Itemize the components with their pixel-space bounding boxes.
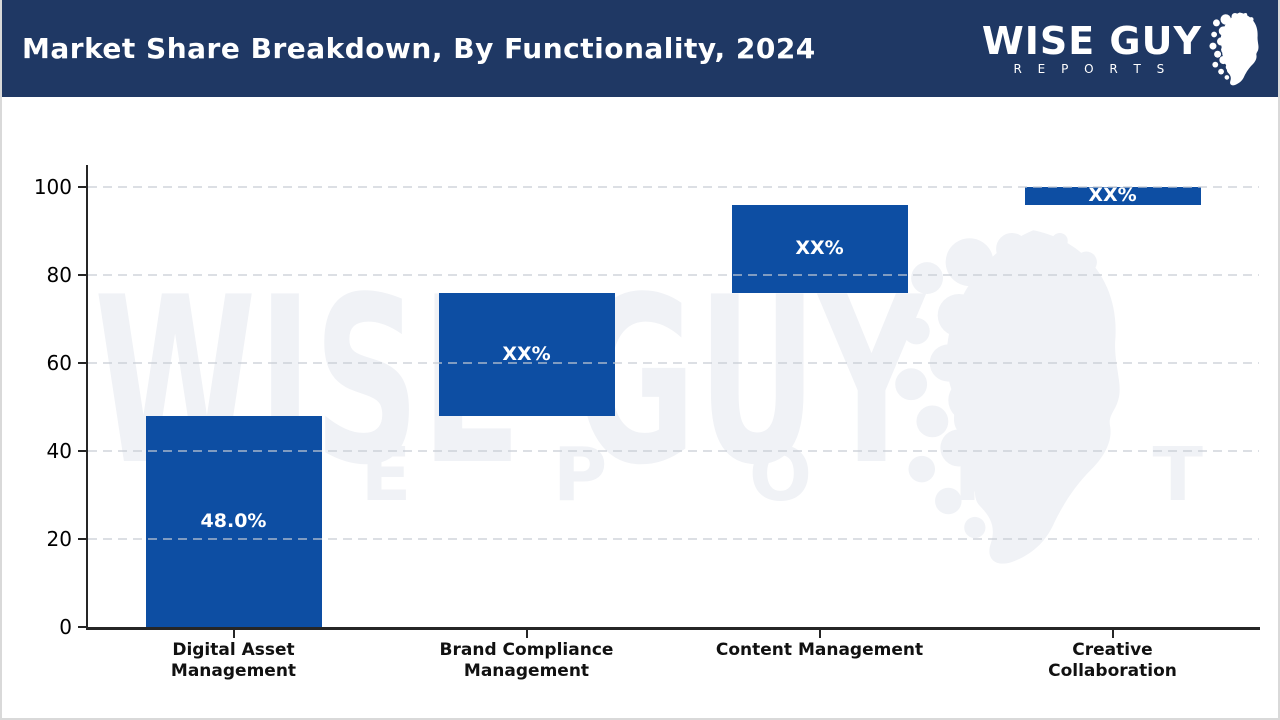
y-tick-label: 80	[46, 263, 72, 287]
x-category-label: Brand Compliance Management	[439, 640, 614, 681]
x-axis-line	[86, 627, 1260, 630]
brand-subtitle: R E P O R T S	[1013, 62, 1171, 76]
gridline-80	[88, 274, 1259, 276]
bar-value-label: XX%	[795, 237, 844, 260]
gridline-100	[88, 186, 1259, 188]
x-category-label: Creative Collaboration	[1048, 640, 1177, 681]
brand-name: WISE GUY	[981, 19, 1202, 63]
bar-content-management: XX%	[731, 204, 908, 293]
bar-value-label: XX%	[502, 342, 551, 365]
y-tick-mark	[78, 626, 87, 628]
brand-logo: WISE GUY R E P O R T S	[982, 11, 1264, 87]
y-tick-mark	[78, 538, 87, 540]
x-category-label: Content Management	[715, 640, 924, 660]
x-tick-mark	[232, 630, 235, 638]
y-tick-label: 20	[46, 527, 72, 551]
y-tick-label: 0	[59, 615, 72, 639]
y-tick-label: 40	[46, 439, 72, 463]
brand-face-icon	[1209, 11, 1259, 85]
y-axis-line	[86, 165, 88, 629]
bar-digital-asset-management: 48.0%	[145, 415, 322, 627]
y-tick-mark	[78, 450, 87, 452]
x-tick-mark	[818, 630, 821, 638]
y-tick-mark	[78, 274, 87, 276]
gridline-40	[88, 450, 1259, 452]
x-tick-mark	[525, 630, 528, 638]
y-tick-mark	[78, 186, 87, 188]
x-tick-mark	[1111, 630, 1114, 638]
bar-creative-collaboration: XX%	[1024, 184, 1201, 207]
brand-text: WISE GUY R E P O R T S	[982, 22, 1202, 75]
bar-value-label: 48.0%	[200, 509, 267, 532]
gridline-60	[88, 362, 1259, 364]
x-category-label: Digital Asset Management	[170, 640, 297, 681]
y-tick-label: 100	[33, 175, 72, 199]
gridline-20	[88, 538, 1259, 540]
bar-value-label: XX%	[1088, 184, 1137, 207]
bar-brand-compliance-management: XX%	[438, 292, 615, 416]
chart-title: Market Share Breakdown, By Functionality…	[22, 32, 816, 65]
y-tick-label: 60	[46, 351, 72, 375]
y-tick-mark	[78, 362, 87, 364]
header: Market Share Breakdown, By Functionality…	[2, 0, 1278, 97]
